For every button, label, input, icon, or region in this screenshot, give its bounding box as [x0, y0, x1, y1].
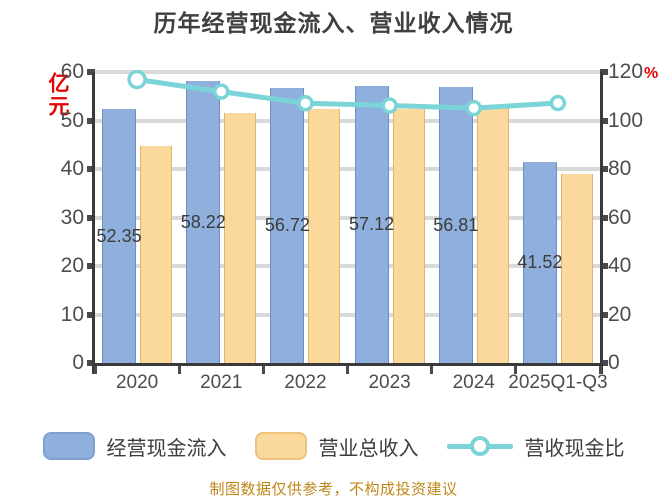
line-marker: [549, 94, 567, 112]
y-axis-tick-label-left: 20: [60, 254, 84, 277]
bar-value-label: 52.35: [96, 226, 142, 247]
bar-营业总收入: [392, 108, 425, 363]
y-axis-tick-right: [600, 311, 608, 318]
x-axis-tick: [93, 366, 97, 374]
y-axis-tick-right: [600, 214, 608, 221]
bar-value-label: 58.22: [180, 211, 226, 232]
left-axis-unit: 亿元: [46, 72, 69, 118]
y-axis-right: [600, 72, 603, 374]
x-axis-tick: [598, 366, 602, 374]
y-axis-tick-label-left: 0: [72, 351, 84, 374]
grid-line: [95, 118, 600, 123]
bar-经营现金流入: [186, 80, 221, 363]
y-axis-tick-left: [87, 214, 95, 221]
y-axis-tick-label-right: 20: [608, 302, 632, 326]
y-axis-tick-label-right: 100: [608, 108, 644, 132]
legend-item-operating-cash-inflow: 经营现金流入: [42, 432, 227, 461]
bar-经营现金流入: [438, 87, 473, 363]
trend-line-cash-ratio: [127, 69, 567, 117]
grid-line: [95, 215, 600, 220]
y-axis-tick-left: [87, 311, 95, 318]
y-axis-tick-label-right: 40: [608, 254, 632, 277]
chart-legend: 经营现金流入 营业总收入 营收现金比: [0, 428, 667, 464]
bar-经营现金流入: [102, 109, 137, 363]
bar-value-label: 57.12: [349, 214, 395, 235]
y-axis-tick-left: [87, 166, 95, 172]
y-axis-tick-left: [87, 117, 95, 124]
bar-value-label: 56.72: [264, 215, 310, 236]
x-axis-tick-label: 2021: [200, 372, 243, 393]
y-axis-tick-right: [600, 360, 608, 366]
x-axis-tick-label: 2022: [284, 372, 327, 393]
grid-line: [95, 264, 600, 268]
y-axis-tick-label-left: 60: [60, 60, 84, 83]
y-axis-tick-label-right: 0: [608, 351, 620, 374]
y-axis-tick-left: [87, 69, 95, 75]
x-axis-tick: [346, 366, 349, 374]
y-axis-tick-label-right: 60: [608, 205, 632, 229]
x-axis-tick-label: 2024: [452, 372, 495, 393]
y-axis-tick-left: [87, 263, 95, 269]
line-marker: [381, 97, 398, 114]
x-axis-tick-label: 2023: [368, 372, 411, 393]
x-axis-tick-label: 2025Q1-Q3: [508, 372, 608, 393]
x-axis-tick: [177, 366, 181, 374]
x-axis-tick-label: 2020: [115, 372, 159, 393]
footer-note: 制图数据仅供参考，不构成投资建议: [209, 481, 458, 498]
x-axis: [92, 363, 603, 366]
bar-营业总收入: [476, 107, 509, 363]
grid-line: [95, 70, 600, 74]
right-axis-unit: %: [644, 65, 659, 82]
y-axis-tick-label-right: 80: [608, 157, 632, 180]
y-axis-tick-left: [87, 360, 95, 366]
grid-line: [95, 167, 600, 171]
grid-line: [95, 312, 600, 317]
y-axis-tick-label-left: 30: [60, 205, 84, 229]
orange-bar-swatch-icon: [254, 432, 307, 460]
bar-营业总收入: [560, 174, 593, 363]
y-axis-left: [92, 72, 95, 374]
x-axis-tick: [261, 366, 265, 374]
bar-经营现金流入: [354, 85, 389, 363]
bar-营业总收入: [224, 112, 257, 363]
y-axis-tick-label-left: 40: [60, 157, 84, 180]
legend-label: 营收现金比: [524, 437, 625, 460]
y-axis-tick-label-left: 50: [60, 108, 84, 132]
bar-经营现金流入: [270, 87, 305, 363]
bar-营业总收入: [140, 145, 173, 363]
y-axis-tick-label-right: 120: [608, 60, 644, 83]
bar-营业总收入: [308, 108, 341, 363]
x-axis-tick: [514, 366, 518, 374]
line-marker: [297, 95, 314, 112]
legend-item-cash-ratio: 营收现金比: [446, 432, 625, 461]
y-axis-tick-right: [600, 166, 608, 172]
bar-经营现金流入: [522, 161, 557, 363]
trend-line-path: [136, 77, 559, 111]
legend-item-total-revenue: 营业总收入: [254, 432, 419, 461]
y-axis-tick-right: [600, 69, 608, 75]
legend-label: 营业总收入: [318, 437, 419, 460]
legend-label: 经营现金流入: [106, 437, 227, 460]
bar-value-label: 56.81: [433, 215, 479, 236]
line-marker-swatch-icon: [446, 432, 513, 460]
line-marker: [465, 99, 482, 117]
chart-title: 历年经营现金流入、营业收入情况: [153, 10, 514, 36]
x-axis-tick: [430, 366, 434, 374]
line-marker: [127, 69, 147, 90]
y-axis-tick-right: [600, 117, 608, 124]
line-marker: [213, 83, 230, 100]
bar-value-label: 41.52: [517, 252, 563, 273]
blue-bar-swatch-icon: [42, 432, 95, 460]
y-axis-tick-right: [600, 263, 608, 269]
y-axis-tick-label-left: 10: [60, 302, 84, 326]
